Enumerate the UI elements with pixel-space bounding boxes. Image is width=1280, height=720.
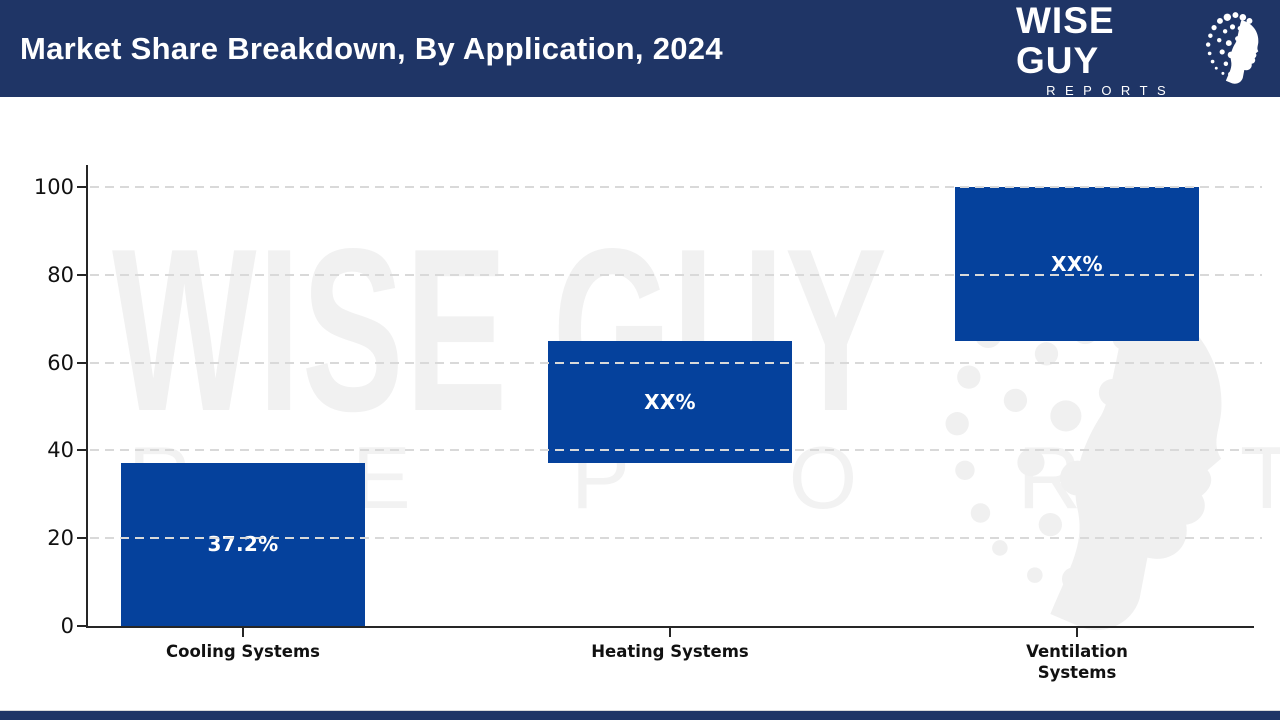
footer-bar bbox=[0, 711, 1280, 720]
x-category-label-3: Ventilation Systems bbox=[1026, 642, 1128, 682]
y-axis-line bbox=[86, 165, 88, 628]
x-category-label-2: Heating Systems bbox=[591, 642, 749, 661]
y-tick-80 bbox=[77, 273, 86, 276]
y-tick-20 bbox=[77, 537, 86, 540]
gridline-40 bbox=[90, 449, 1262, 452]
wiseguy-face-icon bbox=[1206, 12, 1259, 84]
gridline-20 bbox=[90, 537, 1262, 540]
x-tick-1 bbox=[242, 628, 244, 637]
x-tick-3 bbox=[1076, 628, 1078, 637]
y-tick-label-80: 80 bbox=[47, 262, 74, 287]
footer-hairline bbox=[0, 710, 1280, 711]
bar-value-label: XX% bbox=[644, 389, 696, 414]
y-tick-60 bbox=[77, 361, 86, 364]
page-title: Market Share Breakdown, By Application, … bbox=[20, 30, 723, 66]
logo-reports-label: REPORTS bbox=[1046, 82, 1176, 98]
bar-value-label: 37.2% bbox=[207, 532, 279, 557]
wiseguy-logo: WISE GUY REPORTS bbox=[1016, 0, 1266, 98]
y-tick-0 bbox=[77, 625, 86, 627]
y-tick-label-60: 60 bbox=[47, 350, 74, 375]
header: Market Share Breakdown, By Application, … bbox=[0, 0, 1280, 98]
logo-wiseguy-label: WISE GUY bbox=[1016, 0, 1115, 81]
y-tick-40 bbox=[77, 449, 86, 452]
x-axis-line bbox=[86, 626, 1254, 628]
gridline-100 bbox=[90, 186, 1262, 188]
y-tick-label-100: 100 bbox=[33, 175, 74, 199]
bar-value-label: XX% bbox=[1051, 251, 1103, 276]
y-tick-100 bbox=[77, 186, 86, 188]
bar-heating-systems: XX% bbox=[548, 340, 792, 463]
y-tick-label-0: 0 bbox=[60, 614, 74, 638]
gridline-80 bbox=[90, 273, 1262, 276]
bar-ventilation-systems: XX% bbox=[955, 187, 1199, 341]
bar-cooling-systems: 37.2% bbox=[121, 462, 365, 626]
x-tick-2 bbox=[669, 628, 671, 637]
x-category-label-1: Cooling Systems bbox=[166, 642, 320, 661]
gridline-60 bbox=[90, 361, 1262, 364]
y-tick-label-20: 20 bbox=[47, 526, 74, 551]
y-tick-label-40: 40 bbox=[47, 438, 74, 463]
wiseguy-logo-text: WISE GUY REPORTS bbox=[1016, 0, 1199, 98]
